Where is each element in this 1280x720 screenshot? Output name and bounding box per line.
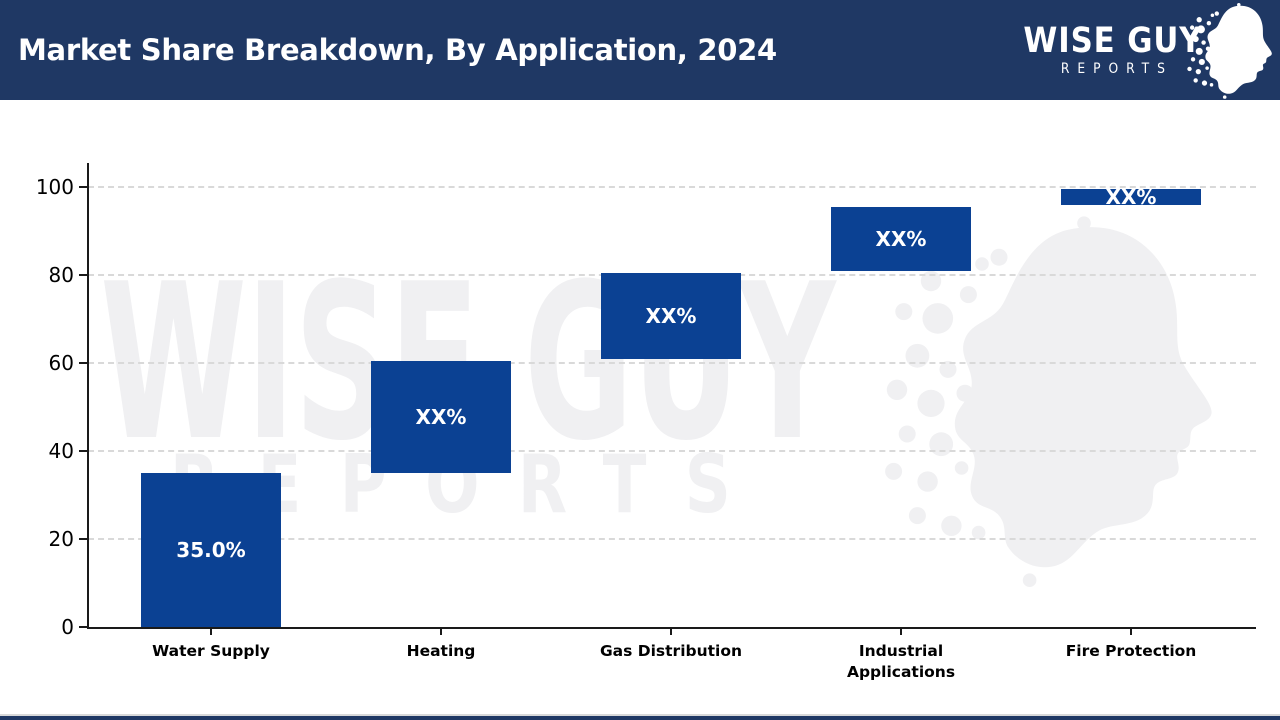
x-axis-category-label: Heating	[406, 642, 476, 660]
x-axis-tick	[670, 628, 672, 635]
bar-water-supply	[141, 473, 281, 627]
gridline	[88, 538, 1256, 540]
gridline	[88, 186, 1256, 188]
page-title: Market Share Breakdown, By Application, …	[18, 33, 777, 67]
footer-divider	[0, 714, 1280, 716]
y-axis-tick	[79, 362, 87, 364]
logo-wordmark: WISE GUY	[1022, 21, 1202, 61]
x-axis-tick	[900, 628, 902, 635]
bar-heating	[371, 361, 511, 473]
y-axis-tick	[79, 450, 87, 452]
logo-text: WISE GUY REPORTS	[1023, 22, 1202, 78]
gridline	[88, 362, 1256, 364]
x-axis-category-label: Water Supply	[152, 642, 270, 660]
y-axis-tick-label: 60	[48, 351, 74, 375]
x-axis-tick	[210, 628, 212, 635]
bar-gas-distribution	[601, 273, 741, 359]
y-axis-tick-label: 80	[48, 263, 74, 287]
header: Market Share Breakdown, By Application, …	[0, 0, 1280, 100]
bar-value-label: 35.0%	[176, 538, 246, 562]
bar-value-label: XX%	[645, 304, 697, 328]
y-axis-tick-label: 0	[61, 615, 74, 639]
x-axis-tick	[440, 628, 442, 635]
x-axis-line	[87, 627, 1256, 629]
y-axis-tick-label: 100	[35, 175, 74, 199]
logo-subtitle: REPORTS	[1060, 61, 1173, 77]
x-axis-tick	[1130, 628, 1132, 635]
bar-fire-protection	[1061, 189, 1201, 205]
logo: WISE GUY REPORTS	[999, 2, 1274, 98]
y-axis-tick	[79, 626, 87, 628]
bar-value-label: XX%	[1105, 185, 1157, 209]
x-axis-category-label: Fire Protection	[1065, 642, 1197, 660]
y-axis-tick-label: 20	[48, 527, 74, 551]
x-axis-category-label: Industrial Applications	[846, 642, 956, 681]
y-axis-tick-label: 40	[48, 439, 74, 463]
footer-bar	[0, 716, 1280, 720]
y-axis-tick	[79, 538, 87, 540]
bar-value-label: XX%	[875, 227, 927, 251]
bar-industrial-applications	[831, 207, 971, 271]
y-axis-line	[87, 163, 89, 629]
gridline	[88, 450, 1256, 452]
y-axis-tick	[79, 274, 87, 276]
x-axis-category-label: Gas Distribution	[599, 642, 743, 660]
y-axis-tick	[79, 186, 87, 188]
bar-value-label: XX%	[415, 405, 467, 429]
